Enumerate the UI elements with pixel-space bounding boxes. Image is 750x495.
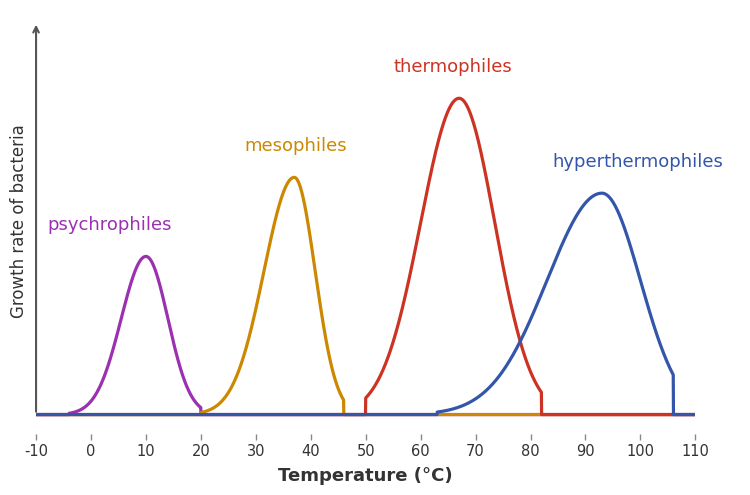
Y-axis label: Growth rate of bacteria: Growth rate of bacteria bbox=[10, 125, 28, 318]
Text: thermophiles: thermophiles bbox=[393, 58, 512, 76]
X-axis label: Temperature (°C): Temperature (°C) bbox=[278, 467, 453, 485]
Text: mesophiles: mesophiles bbox=[244, 137, 347, 155]
Text: psychrophiles: psychrophiles bbox=[47, 216, 172, 234]
Text: hyperthermophiles: hyperthermophiles bbox=[553, 153, 723, 171]
